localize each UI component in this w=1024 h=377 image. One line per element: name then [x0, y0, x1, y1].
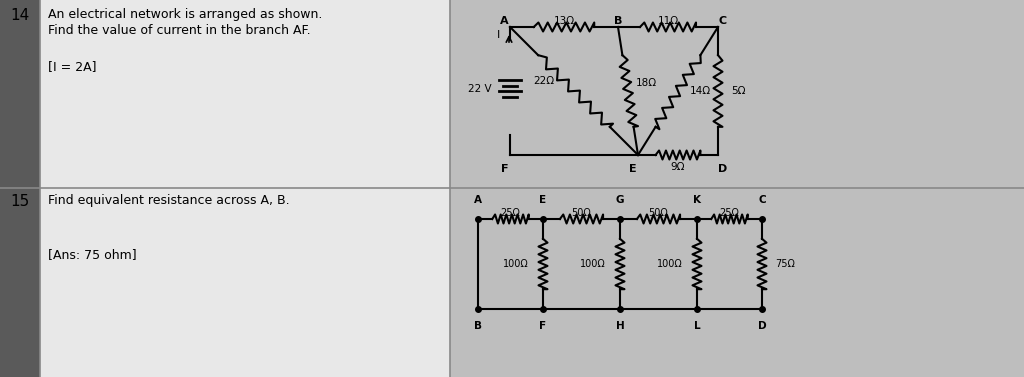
- Text: D: D: [719, 164, 728, 174]
- Text: 9Ω: 9Ω: [671, 162, 685, 172]
- Text: H: H: [615, 321, 625, 331]
- Text: A: A: [474, 195, 482, 205]
- Text: 100Ω: 100Ω: [657, 259, 683, 269]
- Text: 25Ω: 25Ω: [720, 208, 739, 218]
- Text: I: I: [497, 30, 500, 40]
- Text: B: B: [613, 16, 623, 26]
- Text: C: C: [758, 195, 766, 205]
- Text: F: F: [502, 164, 509, 174]
- Text: 75Ω: 75Ω: [775, 259, 795, 269]
- Text: L: L: [693, 321, 700, 331]
- Text: 13Ω: 13Ω: [553, 16, 574, 26]
- Text: 14: 14: [10, 8, 30, 23]
- Text: B: B: [474, 321, 482, 331]
- Text: 22Ω: 22Ω: [532, 76, 554, 86]
- Text: 5Ω: 5Ω: [731, 86, 745, 96]
- Text: 18Ω: 18Ω: [636, 78, 657, 88]
- Text: 100Ω: 100Ω: [581, 259, 606, 269]
- Text: K: K: [693, 195, 701, 205]
- Text: An electrical network is arranged as shown.: An electrical network is arranged as sho…: [48, 8, 323, 21]
- Text: G: G: [615, 195, 625, 205]
- Text: 50Ω: 50Ω: [571, 208, 592, 218]
- Text: 14Ω: 14Ω: [690, 86, 711, 96]
- Text: 11Ω: 11Ω: [657, 16, 679, 26]
- Text: 22 V: 22 V: [468, 83, 492, 93]
- Text: 50Ω: 50Ω: [648, 208, 669, 218]
- Text: C: C: [719, 16, 727, 26]
- Bar: [0, 0, 40, 377]
- Text: 15: 15: [10, 194, 30, 209]
- Text: A: A: [500, 16, 508, 26]
- Text: F: F: [540, 321, 547, 331]
- Text: E: E: [629, 164, 637, 174]
- Text: [I = 2A]: [I = 2A]: [48, 60, 96, 73]
- Text: Find equivalent resistance across A, B.: Find equivalent resistance across A, B.: [48, 194, 290, 207]
- Text: D: D: [758, 321, 766, 331]
- Text: 25Ω: 25Ω: [501, 208, 520, 218]
- Text: Find the value of current in the branch AF.: Find the value of current in the branch …: [48, 24, 310, 37]
- Text: 100Ω: 100Ω: [503, 259, 529, 269]
- Text: E: E: [540, 195, 547, 205]
- Bar: [40, 0, 450, 377]
- Text: [Ans: 75 ohm]: [Ans: 75 ohm]: [48, 248, 136, 261]
- Bar: [450, 0, 1024, 377]
